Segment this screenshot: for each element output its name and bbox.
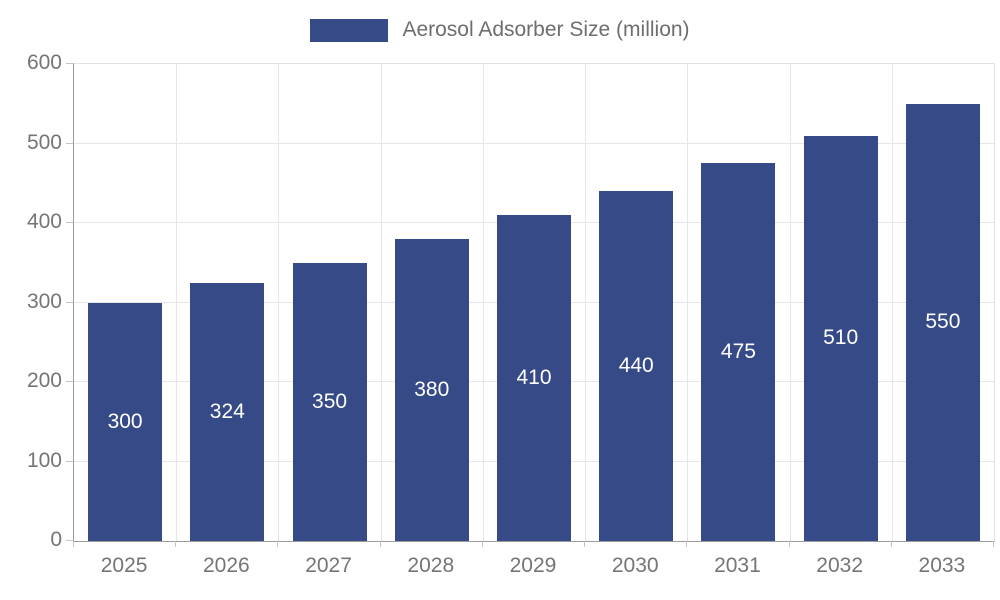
bar: 410: [497, 215, 571, 541]
x-axis-tick-label: 2032: [816, 554, 864, 577]
x-axis-tick-mark: [175, 541, 177, 547]
bar: 440: [599, 191, 674, 541]
x-axis-tick-mark: [584, 541, 586, 547]
x-axis-tick-mark: [788, 541, 790, 547]
bar-value-label: 380: [414, 377, 450, 401]
gridline-vertical: [176, 64, 178, 541]
x-axis-tick-label: 2028: [407, 554, 455, 577]
y-axis-tick-label: 500: [26, 130, 62, 154]
gridline-vertical: [891, 64, 893, 541]
y-axis-tick-label: 600: [26, 51, 62, 74]
plot-area: 300 324 350 380 410 440 475 510 550: [73, 63, 995, 542]
bar-value-label: 410: [516, 366, 552, 390]
bar: 510: [803, 135, 878, 541]
x-axis-tick-label: 2033: [918, 554, 966, 577]
x-axis-tick-mark: [686, 541, 688, 547]
bar: 550: [905, 103, 980, 541]
y-axis-tick-label: 300: [26, 289, 62, 313]
bar-value-label: 475: [720, 340, 756, 364]
x-axis-tick-mark: [890, 541, 892, 547]
gridline-vertical: [789, 64, 791, 541]
x-axis-tick-mark: [481, 541, 483, 547]
x-axis-tick-label: 2029: [509, 554, 557, 577]
gridline-horizontal: [74, 142, 994, 144]
y-axis-tick-mark: [66, 460, 73, 462]
bar: 350: [292, 262, 367, 541]
bar-value-label: 510: [823, 326, 859, 350]
y-axis-tick-mark: [66, 222, 73, 223]
x-axis-tick-label: 2027: [305, 554, 352, 577]
bar: 380: [394, 238, 469, 541]
legend-label: Aerosol Adsorber Size (million): [402, 18, 690, 41]
y-axis-tick-label: 200: [26, 369, 62, 392]
bar: 475: [701, 163, 776, 541]
gridline-vertical: [482, 64, 484, 541]
y-axis-tick-mark: [66, 142, 73, 144]
y-axis-tick-label: 100: [26, 448, 62, 472]
x-axis-tick-mark: [379, 541, 381, 547]
bar-value-label: 300: [107, 409, 143, 433]
y-axis-tick-label: 400: [26, 210, 62, 233]
y-axis-tick-mark: [66, 381, 73, 382]
x-axis-tick-label: 2025: [100, 554, 148, 577]
x-axis-tick-label: 2026: [202, 554, 250, 577]
gridline-vertical: [687, 64, 689, 541]
x-axis-tick-mark: [73, 541, 74, 547]
bar-value-label: 324: [209, 400, 245, 424]
gridline-vertical: [585, 64, 587, 541]
y-axis-tick-mark: [66, 540, 73, 541]
legend-swatch: [310, 18, 389, 42]
bar: 324: [190, 283, 265, 541]
bar-value-label: 550: [925, 310, 961, 334]
bar: 300: [88, 302, 163, 541]
x-axis-tick-label: 2031: [714, 554, 761, 577]
bar-value-label: 350: [312, 389, 348, 413]
x-axis-tick-label: 2030: [611, 554, 659, 577]
x-axis-tick-mark: [993, 541, 994, 547]
y-axis-tick-mark: [66, 301, 73, 303]
y-axis-tick-mark: [66, 63, 73, 64]
gridline-vertical: [380, 64, 382, 541]
legend[interactable]: Aerosol Adsorber Size (million): [0, 18, 1000, 42]
gridline-vertical: [278, 64, 280, 541]
y-axis-tick-label: 0: [50, 528, 62, 551]
bar-value-label: 440: [618, 354, 654, 378]
x-axis-tick-mark: [277, 541, 279, 547]
